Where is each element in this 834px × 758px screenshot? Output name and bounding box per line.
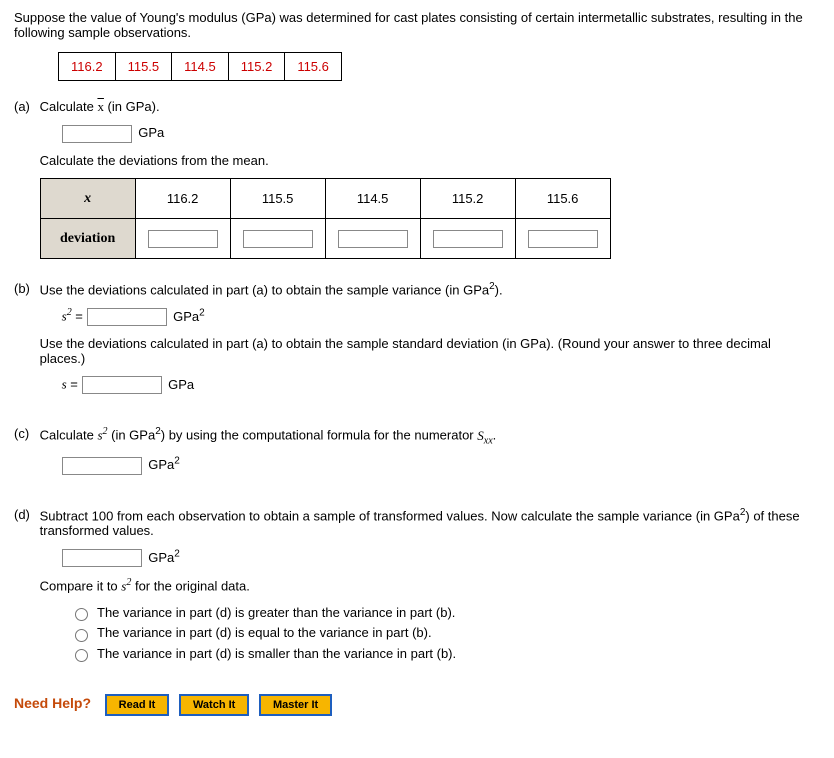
dev-row-hdr-x: x xyxy=(40,179,135,219)
eq: = xyxy=(67,377,82,392)
dev-col-val: 115.5 xyxy=(230,179,325,219)
text: Calculate xyxy=(40,428,98,443)
master-it-button[interactable]: Master It xyxy=(259,694,332,716)
radio-opt1[interactable] xyxy=(75,608,88,621)
unit-gpa2: GPa2 xyxy=(148,457,180,472)
sample-table-wrap: 116.2 115.5 114.5 115.2 115.6 xyxy=(58,52,820,81)
part-d-label: (d) xyxy=(14,507,36,522)
opt3-text: The variance in part (d) is smaller than… xyxy=(97,646,456,661)
radio-opt2[interactable] xyxy=(75,629,88,642)
unit-gpa2: GPa2 xyxy=(148,550,180,565)
text: ) by using the computational formula for… xyxy=(161,428,478,443)
part-c: (c) Calculate s2 (in GPa2) by using the … xyxy=(14,426,820,485)
part-a-label: (a) xyxy=(14,99,36,114)
deviation-table: x 116.2 115.5 114.5 115.2 115.6 deviatio… xyxy=(40,178,611,259)
dev-input-1[interactable] xyxy=(148,230,218,248)
dev-col-val: 115.6 xyxy=(515,179,610,219)
read-it-button[interactable]: Read It xyxy=(105,694,170,716)
need-help-label: Need Help? xyxy=(14,695,91,711)
compare-line: Compare it to s2 for the original data. xyxy=(40,577,820,594)
dev-input-2[interactable] xyxy=(243,230,313,248)
part-c-line1: Calculate s2 (in GPa2) by using the comp… xyxy=(40,426,820,446)
radio-opt3[interactable] xyxy=(75,649,88,662)
s2-input[interactable] xyxy=(87,308,167,326)
part-d: (d) Subtract 100 from each observation t… xyxy=(14,507,820,666)
part-c-label: (c) xyxy=(14,426,36,441)
part-b-line2: Use the deviations calculated in part (a… xyxy=(40,336,820,366)
intro-text: Suppose the value of Young's modulus (GP… xyxy=(14,10,820,40)
sample-cell: 116.2 xyxy=(59,53,116,81)
part-b-label: (b) xyxy=(14,281,36,296)
dev-row-hdr-dev: deviation xyxy=(40,219,135,259)
text: . xyxy=(493,428,497,443)
text: for the original data. xyxy=(131,579,250,594)
dev-intro: Calculate the deviations from the mean. xyxy=(40,153,820,168)
c-s2-input[interactable] xyxy=(62,457,142,475)
sample-cell: 114.5 xyxy=(172,53,229,81)
text: (in GPa xyxy=(108,428,156,443)
dev-col-val: 114.5 xyxy=(325,179,420,219)
dev-input-5[interactable] xyxy=(528,230,598,248)
watch-it-button[interactable]: Watch It xyxy=(179,694,249,716)
part-a-line1: Calculate x (in GPa). xyxy=(40,99,820,115)
dev-col-val: 115.2 xyxy=(420,179,515,219)
d-s2-input[interactable] xyxy=(62,549,142,567)
unit-gpa2: GPa2 xyxy=(173,309,205,324)
text: (in GPa). xyxy=(104,99,160,114)
s-input[interactable] xyxy=(82,376,162,394)
help-row: Need Help? Read It Watch It Master It xyxy=(14,694,820,716)
text: Compare it to xyxy=(40,579,122,594)
text: Subtract 100 from each observation to ob… xyxy=(40,508,740,523)
s-row: s = GPa xyxy=(62,376,820,394)
part-d-line1: Subtract 100 from each observation to ob… xyxy=(40,507,820,538)
eq: = xyxy=(72,309,87,324)
dev-col-val: 116.2 xyxy=(135,179,230,219)
sample-cell: 115.5 xyxy=(115,53,172,81)
dev-input-4[interactable] xyxy=(433,230,503,248)
part-b-line1: Use the deviations calculated in part (a… xyxy=(40,281,820,297)
sample-cell: 115.2 xyxy=(228,53,285,81)
s2-row: s2 = GPa2 xyxy=(62,307,820,326)
text: Calculate xyxy=(40,99,98,114)
text: Use the deviations calculated in part (a… xyxy=(40,282,489,297)
dev-input-3[interactable] xyxy=(338,230,408,248)
sample-cell: 115.6 xyxy=(285,53,342,81)
part-b: (b) Use the deviations calculated in par… xyxy=(14,281,820,404)
part-a: (a) Calculate x (in GPa). GPa Calculate … xyxy=(14,99,820,259)
text: ). xyxy=(495,282,503,297)
opt2-text: The variance in part (d) is equal to the… xyxy=(97,625,432,640)
unit-gpa: GPa xyxy=(138,125,164,140)
unit-gpa: GPa xyxy=(168,377,194,392)
xbar-input[interactable] xyxy=(62,125,132,143)
opt1-text: The variance in part (d) is greater than… xyxy=(97,605,455,620)
sample-table: 116.2 115.5 114.5 115.2 115.6 xyxy=(58,52,342,81)
